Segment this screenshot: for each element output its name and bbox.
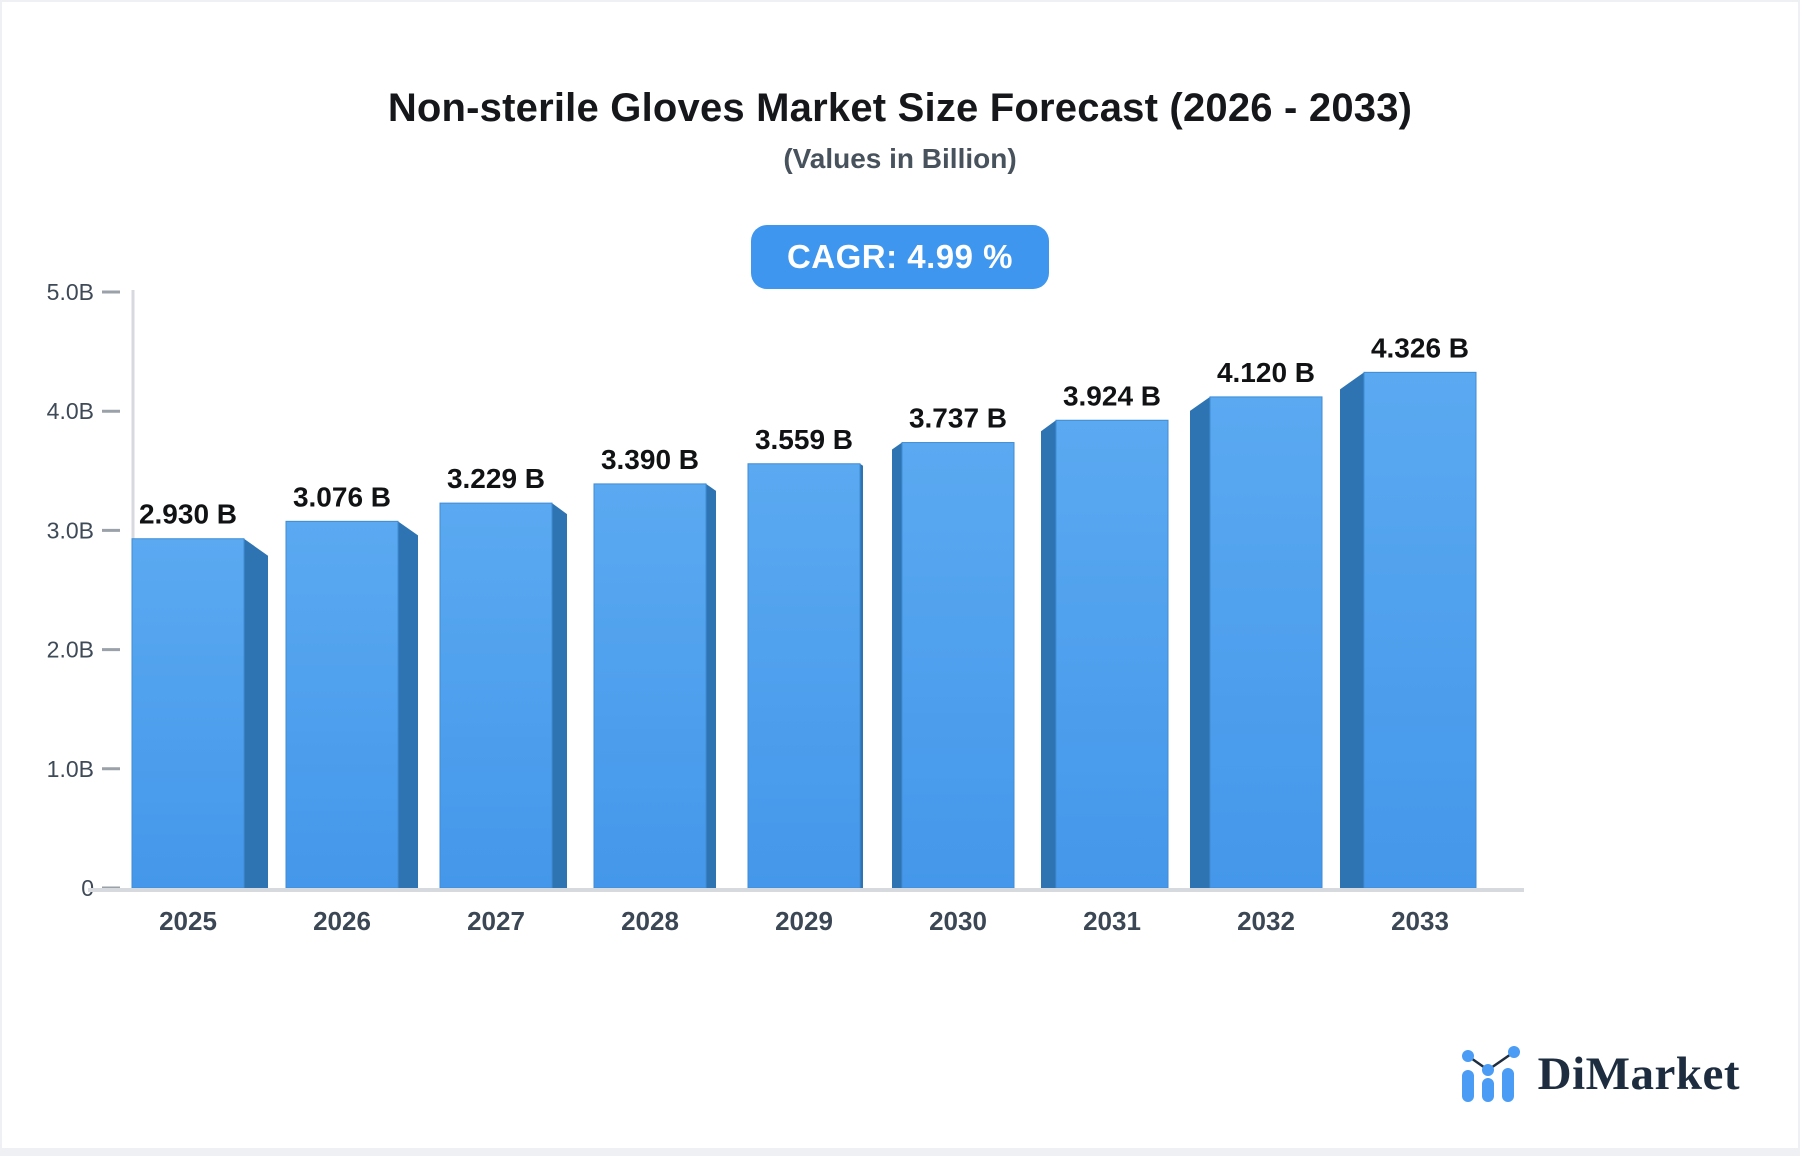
x-category-label: 2028 <box>621 906 679 936</box>
bar-front <box>285 520 399 889</box>
bar-side <box>1041 420 1056 888</box>
bar-value-label: 3.559 B <box>755 424 853 455</box>
bar-side <box>244 538 268 888</box>
x-category-label: 2033 <box>1391 906 1449 936</box>
bar-front <box>1209 396 1323 889</box>
chart-header: Non-sterile Gloves Market Size Forecast … <box>2 2 1798 289</box>
bar-value-label: 3.229 B <box>447 463 545 494</box>
bar-value-label: 4.326 B <box>1371 332 1469 363</box>
y-tick-label: 0 <box>81 875 94 901</box>
bar-side <box>860 463 863 888</box>
y-tick-label: 5.0B <box>47 279 94 305</box>
bar-front <box>1055 419 1169 889</box>
x-category-label: 2025 <box>159 906 217 936</box>
bar-value-label: 3.390 B <box>601 444 699 475</box>
chart-subtitle: (Values in Billion) <box>783 143 1017 174</box>
page-title: Non-sterile Gloves Market Size Forecast … <box>387 86 1413 130</box>
bar-front <box>439 502 553 889</box>
cagr-badge: CAGR: 4.99 % <box>750 225 1050 289</box>
bar-side <box>892 442 902 888</box>
bar-side <box>1190 396 1210 888</box>
dimarket-logo-icon <box>1461 1046 1520 1102</box>
bar-value-label: 3.924 B <box>1063 380 1161 411</box>
bar-front <box>1363 371 1477 889</box>
x-category-label: 2027 <box>467 906 525 936</box>
bar-side <box>552 503 567 888</box>
bar-front <box>593 483 707 889</box>
x-category-label: 2030 <box>929 906 987 936</box>
bar-front <box>131 538 245 889</box>
y-tick-label: 4.0B <box>47 398 94 424</box>
bar-front <box>747 463 861 889</box>
x-category-label: 2026 <box>313 906 371 936</box>
bar-value-label: 2.930 B <box>139 499 237 530</box>
bar-side <box>1340 372 1364 888</box>
bar-side <box>398 521 418 888</box>
bar-value-label: 4.120 B <box>1217 357 1315 388</box>
y-tick-label: 1.0B <box>47 756 94 782</box>
x-category-label: 2031 <box>1083 906 1141 936</box>
brand-name: DiMarket <box>1537 1048 1740 1100</box>
x-category-label: 2029 <box>775 906 833 936</box>
y-tick-label: 2.0B <box>47 637 94 663</box>
bar-value-label: 3.737 B <box>909 403 1007 434</box>
bar-value-label: 3.076 B <box>293 481 391 512</box>
bar-side <box>706 483 716 888</box>
x-category-label: 2032 <box>1237 906 1295 936</box>
brand-logo: DiMarket <box>1460 1044 1740 1104</box>
bar-front <box>901 442 1015 889</box>
y-tick-label: 3.0B <box>47 517 94 543</box>
